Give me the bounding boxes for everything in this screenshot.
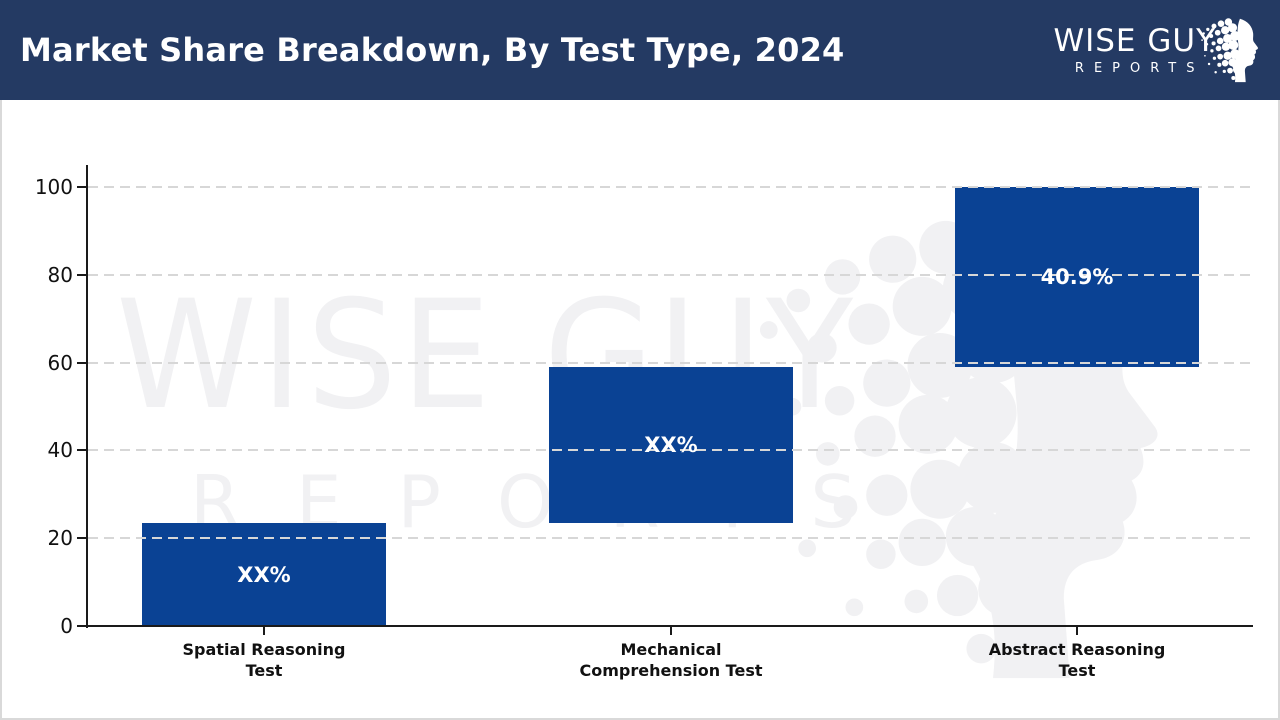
brand-logo-text: WISE GUY REPORTS (1053, 22, 1216, 76)
gridline (88, 186, 1253, 188)
y-axis-tick (77, 186, 86, 188)
header: Market Share Breakdown, By Test Type, 20… (0, 0, 1280, 100)
bar-value-label: 40.9% (1040, 264, 1114, 289)
gridline (88, 537, 1253, 540)
y-tick-label: 60 (47, 350, 73, 375)
page-title: Market Share Breakdown, By Test Type, 20… (20, 31, 845, 69)
brand-logo: WISE GUY REPORTS (1053, 7, 1270, 93)
y-tick-label: 20 (47, 526, 73, 551)
gridline (88, 449, 1253, 452)
bar-value-label: XX% (644, 432, 698, 457)
y-tick-label: 100 (34, 175, 73, 199)
y-axis-tick (77, 449, 86, 452)
bar-mechanical-comprehension-test (549, 366, 793, 524)
bar-abstract-reasoning-test (955, 187, 1199, 367)
y-axis-tick (77, 625, 86, 627)
category-label-abstract-reasoning-test: Abstract Reasoning Test (927, 639, 1227, 681)
x-axis-tick (263, 627, 265, 635)
x-axis-tick (670, 627, 672, 635)
y-axis-tick (77, 361, 86, 364)
category-label-line: Test (245, 661, 283, 680)
y-axis-tick (77, 273, 86, 276)
category-label-line: Mechanical (620, 640, 722, 659)
category-label-line: Comprehension Test (579, 661, 763, 680)
category-label-line: Abstract Reasoning (988, 640, 1166, 659)
x-axis-line (86, 625, 1253, 627)
bar-spatial-reasoning-test (142, 523, 386, 626)
x-axis-tick (1076, 627, 1078, 635)
bar-value-label: XX% (237, 562, 291, 587)
category-label-mechanical-comprehension-test: Mechanical Comprehension Test (521, 639, 821, 681)
logo-wordmark: WISE GUY (1053, 22, 1216, 59)
y-tick-label: 40 (47, 438, 73, 463)
y-axis-line (86, 165, 88, 628)
y-tick-label: 0 (60, 614, 73, 638)
gridline (88, 361, 1253, 364)
y-axis-tick (77, 537, 86, 540)
gridline (88, 273, 1253, 276)
category-label-line: Spatial Reasoning (182, 640, 346, 659)
category-label-spatial-reasoning-test: Spatial Reasoning Test (114, 639, 414, 681)
y-tick-label: 80 (47, 262, 73, 287)
logo-tagline: REPORTS (1074, 60, 1205, 76)
category-label-line: Test (1058, 661, 1096, 680)
